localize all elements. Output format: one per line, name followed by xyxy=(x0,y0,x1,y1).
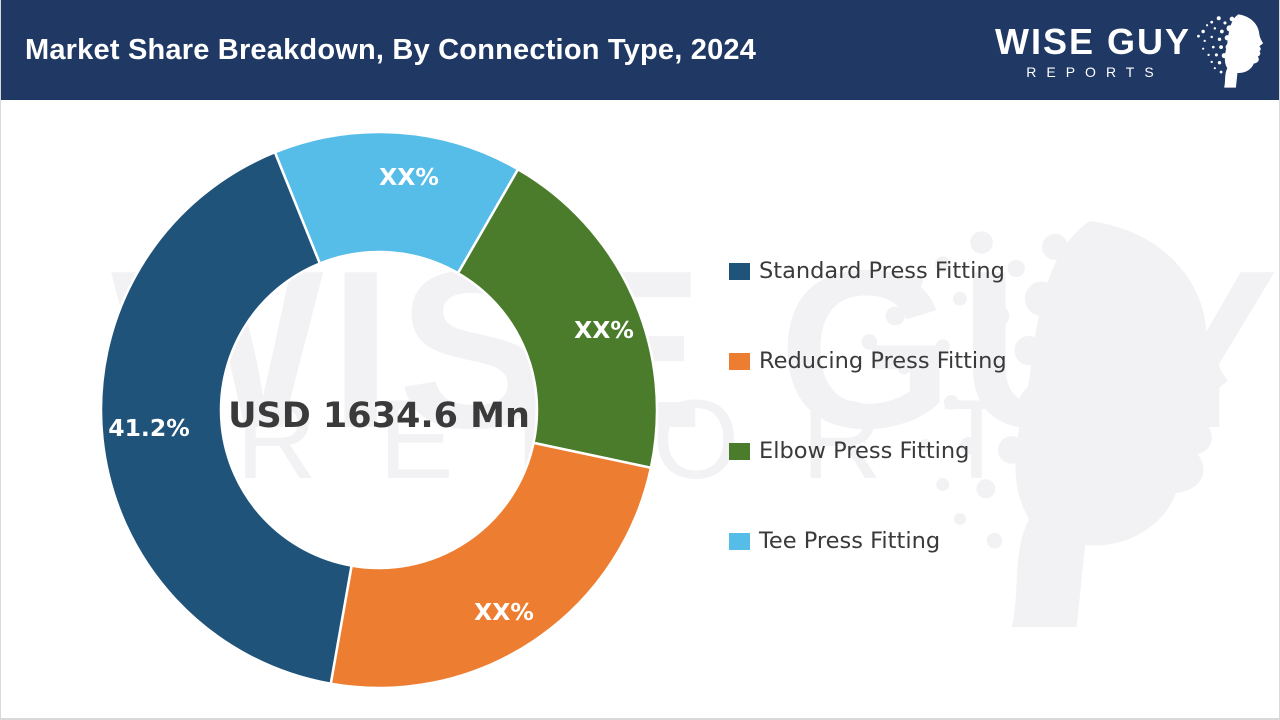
slice-label-elbow: XX% xyxy=(574,316,634,344)
legend-item-tee: Tee Press Fitting xyxy=(729,521,1007,561)
legend-swatch-reducing xyxy=(729,352,750,370)
legend-item-elbow: Elbow Press Fitting xyxy=(729,431,1007,471)
legend-label: Standard Press Fitting xyxy=(759,258,1005,284)
header-bar: Market Share Breakdown, By Connection Ty… xyxy=(1,0,1279,100)
slice-label-reducing: XX% xyxy=(474,598,534,626)
legend-label: Elbow Press Fitting xyxy=(759,438,970,464)
logo-head-icon xyxy=(1197,14,1264,88)
slice-tee-press-fitting xyxy=(273,130,520,275)
wise-guy-logo: WISE GUY REPORTS xyxy=(995,8,1271,94)
legend-label: Tee Press Fitting xyxy=(759,528,941,554)
logo-name: WISE GUY xyxy=(994,20,1191,62)
legend-label: Reducing Press Fitting xyxy=(759,348,1007,374)
donut-chart: XX% XX% XX% 41.2% USD 1634.6 Mn xyxy=(99,130,659,690)
slice-elbow-press-fitting xyxy=(456,168,659,470)
slice-label-standard: 41.2% xyxy=(108,414,190,442)
chart-area: WISE GUY REPORTS XX% XX% XX% 41.2% USD 1… xyxy=(1,100,1279,718)
legend-swatch-tee xyxy=(729,532,750,550)
legend: Standard Press Fitting Reducing Press Fi… xyxy=(729,251,1007,611)
logo-subtitle: REPORTS xyxy=(1026,63,1164,80)
slice-label-tee: XX% xyxy=(379,163,439,191)
legend-item-standard: Standard Press Fitting xyxy=(729,251,1007,291)
legend-swatch-elbow xyxy=(729,442,750,460)
page-title: Market Share Breakdown, By Connection Ty… xyxy=(25,33,757,66)
slice-standard-press-fitting xyxy=(99,150,353,686)
slice-reducing-press-fitting xyxy=(329,441,653,690)
legend-swatch-standard xyxy=(729,262,750,280)
donut-center-value: USD 1634.6 Mn xyxy=(228,396,530,436)
legend-item-reducing: Reducing Press Fitting xyxy=(729,341,1007,381)
logo-text: WISE GUY REPORTS xyxy=(994,20,1191,80)
